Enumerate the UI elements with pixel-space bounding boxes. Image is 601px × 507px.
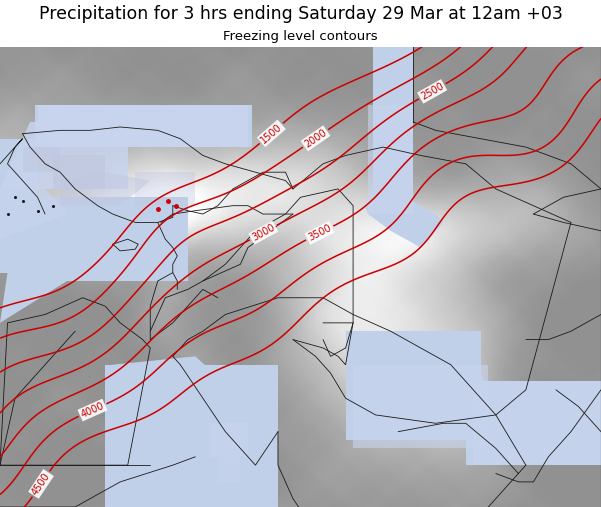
Text: Freezing level contours: Freezing level contours (223, 30, 378, 43)
Text: Precipitation for 3 hrs ending Saturday 29 Mar at 12am +03: Precipitation for 3 hrs ending Saturday … (38, 5, 563, 23)
Text: 4500: 4500 (30, 471, 52, 497)
Text: 1500: 1500 (259, 122, 284, 145)
Text: 3000: 3000 (250, 222, 276, 243)
Text: 2500: 2500 (419, 81, 445, 102)
Text: 2000: 2000 (302, 127, 329, 150)
Text: 4000: 4000 (79, 401, 106, 420)
Text: 3500: 3500 (307, 223, 333, 243)
